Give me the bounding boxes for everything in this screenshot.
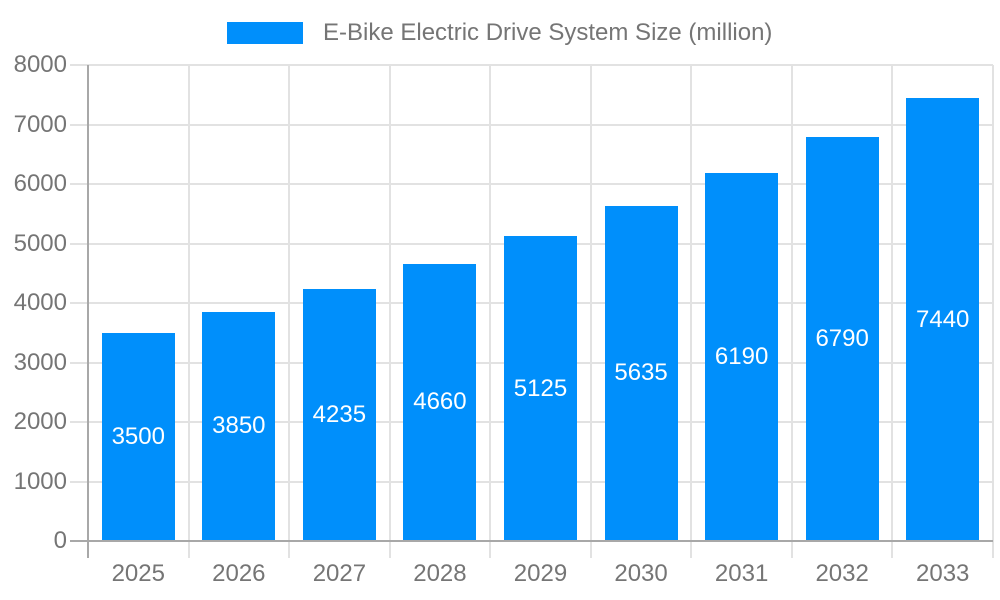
bar: 7440 xyxy=(906,98,980,541)
bar: 5125 xyxy=(504,236,577,541)
y-axis-tick-label: 7000 xyxy=(13,110,67,138)
bar-value-label: 4660 xyxy=(413,388,467,416)
y-axis-tick-label: 0 xyxy=(53,527,67,554)
gridline-vertical xyxy=(690,65,693,558)
bar: 3500 xyxy=(101,332,175,541)
gridline-vertical xyxy=(489,65,492,558)
y-axis-tick-label: 2000 xyxy=(13,408,67,435)
legend-item[interactable]: E-Bike Electric Drive System Size (milli… xyxy=(227,20,772,46)
gridline-vertical xyxy=(589,65,592,558)
bar-value-label: 6790 xyxy=(815,324,869,352)
x-axis-tick-label: 2030 xyxy=(614,560,668,587)
bar-value-label: 5635 xyxy=(614,359,668,387)
bar-value-label: 7440 xyxy=(916,305,970,333)
legend-label: E-Bike Electric Drive System Size (milli… xyxy=(323,19,773,46)
x-axis-line xyxy=(70,540,993,542)
bar: 4235 xyxy=(302,289,376,541)
gridline-vertical xyxy=(891,65,894,558)
x-axis-tick-label: 2031 xyxy=(714,560,769,587)
gridline-vertical xyxy=(288,65,291,558)
bar-value-label: 5125 xyxy=(513,374,568,402)
y-axis-tick-label: 3000 xyxy=(13,348,67,376)
y-axis-tick-label: 5000 xyxy=(13,229,67,257)
bar-value-label: 3500 xyxy=(111,422,165,450)
y-axis-tick-label: 1000 xyxy=(13,467,67,495)
x-axis-tick-label: 2033 xyxy=(916,560,970,587)
bar-value-label: 3850 xyxy=(212,412,266,440)
gridline-vertical xyxy=(790,65,793,558)
x-axis-tick-label: 2025 xyxy=(111,560,165,587)
gridline-vertical xyxy=(992,65,994,558)
x-axis-tick-label: 2032 xyxy=(815,560,869,587)
bar: 4660 xyxy=(403,263,477,541)
bar-value-label: 6190 xyxy=(714,342,769,370)
x-axis-tick-label: 2026 xyxy=(212,560,266,587)
bar-value-label: 4235 xyxy=(312,401,367,428)
y-axis-tick-label: 8000 xyxy=(13,51,67,78)
bar: 6790 xyxy=(805,136,879,541)
y-axis-tick-label: 6000 xyxy=(13,170,67,197)
y-axis-tick-label: 4000 xyxy=(13,289,67,316)
legend-swatch xyxy=(227,22,303,44)
gridline-horizontal xyxy=(70,64,993,66)
gridline-vertical xyxy=(388,65,391,558)
x-axis-tick-label: 2028 xyxy=(413,560,467,587)
gridline-horizontal xyxy=(70,123,993,126)
x-axis-tick-label: 2027 xyxy=(312,560,367,587)
gridline-vertical xyxy=(187,65,190,558)
y-axis-line xyxy=(87,65,89,558)
x-axis-tick-label: 2029 xyxy=(513,560,568,587)
gridline-horizontal xyxy=(70,183,993,185)
bar: 6190 xyxy=(705,172,779,541)
bar: 3850 xyxy=(202,311,276,541)
bar: 5635 xyxy=(604,205,678,541)
